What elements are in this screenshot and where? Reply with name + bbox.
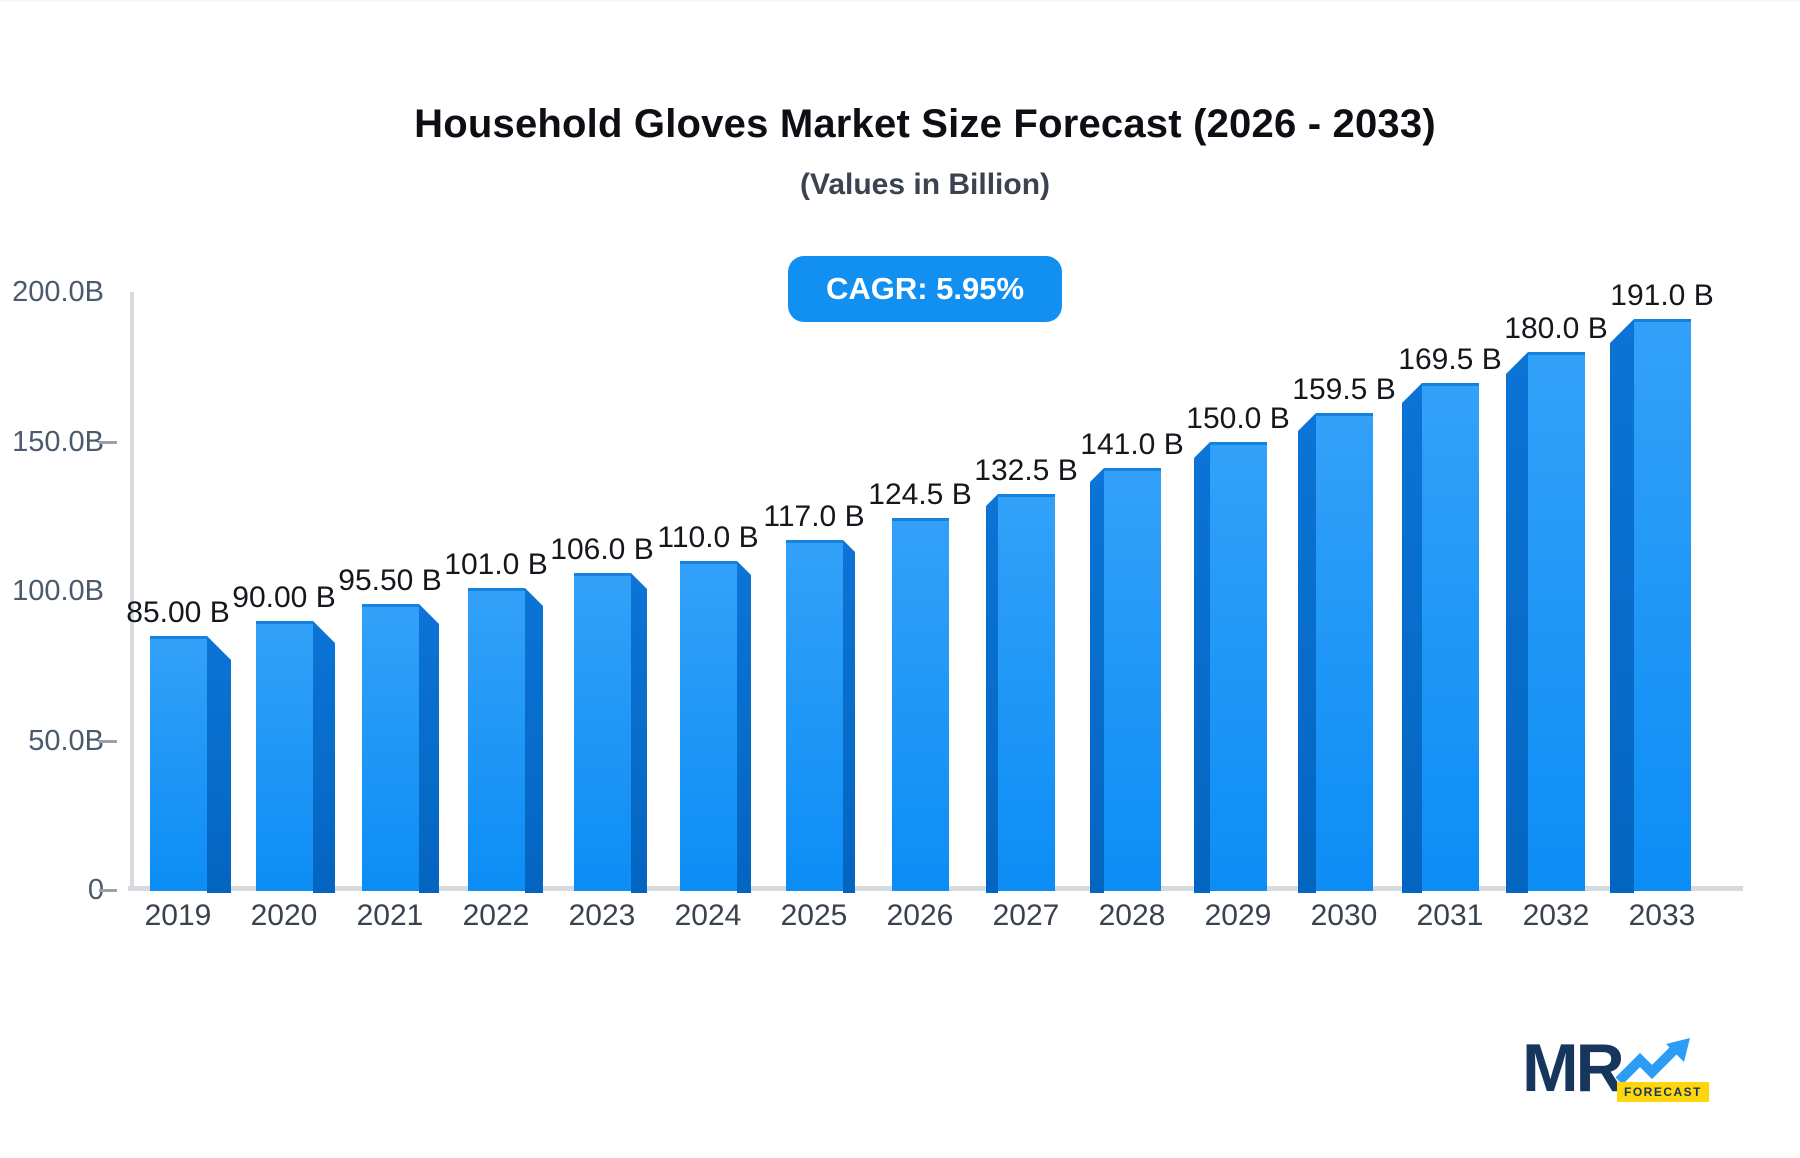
bar-side-face	[1402, 383, 1422, 893]
logo-wordmark: MR	[1522, 1030, 1625, 1106]
x-axis-label: 2026	[886, 899, 954, 932]
chart-title: Household Gloves Market Size Forecast (2…	[414, 102, 1436, 146]
bar-value-label: 90.00 B	[232, 581, 336, 614]
bar-2021	[362, 604, 419, 891]
y-axis-tick	[99, 440, 117, 444]
bar-2028	[1104, 468, 1161, 891]
y-axis-line	[130, 292, 134, 891]
bar-2027	[998, 494, 1055, 891]
y-axis-label: 200.0B	[12, 276, 104, 308]
x-axis-label: 2025	[780, 899, 848, 932]
cagr-badge: CAGR: 5.95%	[787, 256, 1063, 322]
bar-value-label: 141.0 B	[1080, 428, 1184, 461]
bar-value-label: 191.0 B	[1610, 279, 1714, 312]
x-axis-label: 2033	[1628, 899, 1696, 932]
bar-2032	[1528, 352, 1585, 891]
y-axis-tick	[99, 889, 117, 892]
bar-value-label: 124.5 B	[868, 478, 972, 511]
bar-value-label: 150.0 B	[1186, 402, 1290, 435]
x-axis-label: 2020	[250, 899, 318, 932]
bar-side-face	[207, 636, 231, 893]
bar-2031	[1422, 383, 1479, 891]
bar-side-face	[313, 621, 335, 893]
y-axis-label: 50.0B	[28, 724, 104, 757]
bar-side-face	[525, 588, 543, 893]
bar-value-label: 85.00 B	[126, 596, 230, 629]
bar-2022	[468, 588, 525, 891]
logo-tagline: FORECAST	[1617, 1082, 1709, 1102]
bar-2025	[786, 540, 843, 891]
y-axis-label: 150.0B	[12, 425, 104, 458]
x-axis-label: 2030	[1310, 899, 1378, 932]
bar-value-label: 180.0 B	[1504, 312, 1608, 345]
bar-side-face	[737, 561, 751, 893]
bar-value-label: 117.0 B	[763, 500, 865, 533]
bar-side-face	[843, 540, 855, 893]
bar-value-label: 132.5 B	[974, 454, 1078, 487]
y-axis-label: 0	[87, 874, 104, 906]
x-axis-label: 2031	[1416, 899, 1484, 932]
chart-subtitle: (Values in Billion)	[799, 168, 1051, 201]
bar-value-label: 106.0 B	[550, 533, 654, 566]
x-axis-label: 2028	[1098, 899, 1166, 932]
x-axis-label: 2024	[674, 899, 742, 932]
bar-side-face	[1506, 352, 1528, 893]
bar-2019	[150, 636, 207, 891]
bar-2024	[680, 561, 737, 891]
bar-value-label: 101.0 B	[444, 548, 548, 581]
bar-side-face	[1610, 319, 1634, 893]
bar-side-face	[631, 573, 647, 893]
x-axis-label: 2032	[1522, 899, 1590, 932]
bar-side-face	[1090, 468, 1104, 893]
cagr-badge-wrap: CAGR: 5.95%	[50, 256, 1800, 322]
bar-2030	[1316, 413, 1373, 891]
bar-side-face	[1298, 413, 1316, 893]
y-axis-label: 100.0B	[12, 575, 104, 607]
x-axis-label: 2022	[462, 899, 530, 932]
bar-2023	[574, 573, 631, 891]
x-axis-label: 2027	[992, 899, 1060, 932]
bar-2029	[1210, 442, 1267, 891]
bar-value-label: 110.0 B	[657, 521, 759, 554]
x-axis-label: 2019	[144, 899, 212, 932]
x-axis-label: 2023	[568, 899, 636, 932]
x-axis-label: 2021	[356, 899, 424, 932]
bar-side-face	[419, 604, 439, 893]
trend-arrow-icon	[1616, 1038, 1690, 1084]
bar-2020	[256, 621, 313, 891]
bar-value-label: 159.5 B	[1292, 373, 1396, 406]
bar-side-face	[986, 494, 998, 893]
bar-2033	[1634, 319, 1691, 891]
mr-forecast-logo: MR FORECAST	[1522, 1030, 1709, 1120]
x-axis-label: 2029	[1204, 899, 1272, 932]
y-axis-tick	[99, 739, 117, 743]
bar-value-label: 169.5 B	[1398, 343, 1502, 376]
bar-side-face	[1194, 442, 1210, 893]
bar-value-label: 95.50 B	[338, 564, 442, 597]
bar-2026	[892, 518, 949, 891]
